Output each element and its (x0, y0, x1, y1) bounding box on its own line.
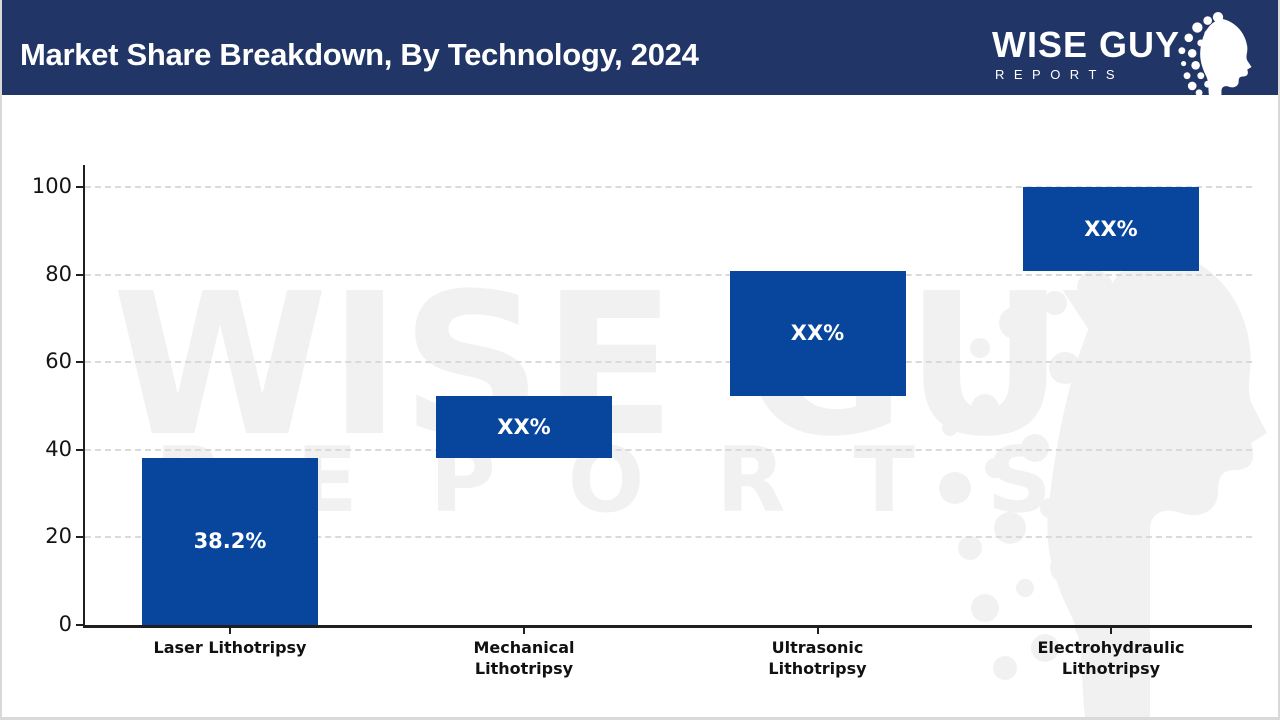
gridline-y40 (85, 448, 1252, 451)
x-tick-mark (1110, 627, 1112, 634)
y-tick-label: 80 (45, 261, 72, 286)
logo-head-icon (1178, 11, 1252, 98)
x-tick-mark (523, 627, 525, 634)
bar-segment: XX% (729, 270, 906, 396)
y-tick-label: 100 (31, 174, 72, 198)
brand-wordmark: WISE GUY REPORTS (991, 24, 1180, 83)
brand-wordmark-reports: REPORTS (994, 67, 1125, 82)
category-label: Mechanical Lithotripsy (473, 638, 575, 678)
y-tick-mark (76, 448, 84, 451)
y-axis (83, 165, 85, 627)
bar-segment: XX% (1023, 187, 1199, 271)
brand-wordmark-wiseguy: WISE GUY (991, 24, 1180, 65)
watermark-head-icon (931, 248, 1267, 718)
brand-logo: WISE GUY REPORTS (991, 11, 1262, 98)
y-tick-label: 20 (45, 524, 72, 549)
header-bar: Market Share Breakdown, By Technology, 2… (0, 0, 1280, 98)
bar-value-label: XX% (1084, 216, 1138, 241)
x-axis (83, 625, 1252, 628)
y-tick-label: 40 (45, 436, 72, 461)
y-tick-label: 60 (45, 349, 72, 374)
category-label: Laser Lithotripsy (153, 638, 307, 657)
watermark-wiseguy-text: WISE GUY (112, 252, 1207, 480)
bar-segment: 38.2% (142, 457, 318, 625)
bar-segment: XX% (436, 395, 612, 458)
y-tick-mark (76, 361, 84, 364)
bar-value-label: XX% (497, 414, 551, 439)
page-title: Market Share Breakdown, By Technology, 2… (20, 36, 699, 72)
y-tick-mark (76, 273, 84, 276)
gridline-y80 (85, 273, 1252, 276)
gridline-y20 (85, 536, 1252, 539)
y-tick-mark (76, 624, 84, 626)
gridline-y60 (85, 361, 1252, 364)
gridline-y100 (85, 186, 1252, 188)
bar-value-label: XX% (790, 321, 845, 346)
y-tick-mark (76, 536, 84, 539)
y-tick-mark (76, 186, 84, 188)
category-label: Electrohydraulic Lithotripsy (1037, 638, 1185, 678)
x-tick-mark (816, 627, 819, 634)
bar-value-label: 38.2% (193, 529, 267, 554)
y-tick-label: 0 (58, 612, 72, 636)
x-tick-mark (229, 627, 231, 634)
category-label: Ultrasonic Lithotripsy (768, 638, 867, 678)
